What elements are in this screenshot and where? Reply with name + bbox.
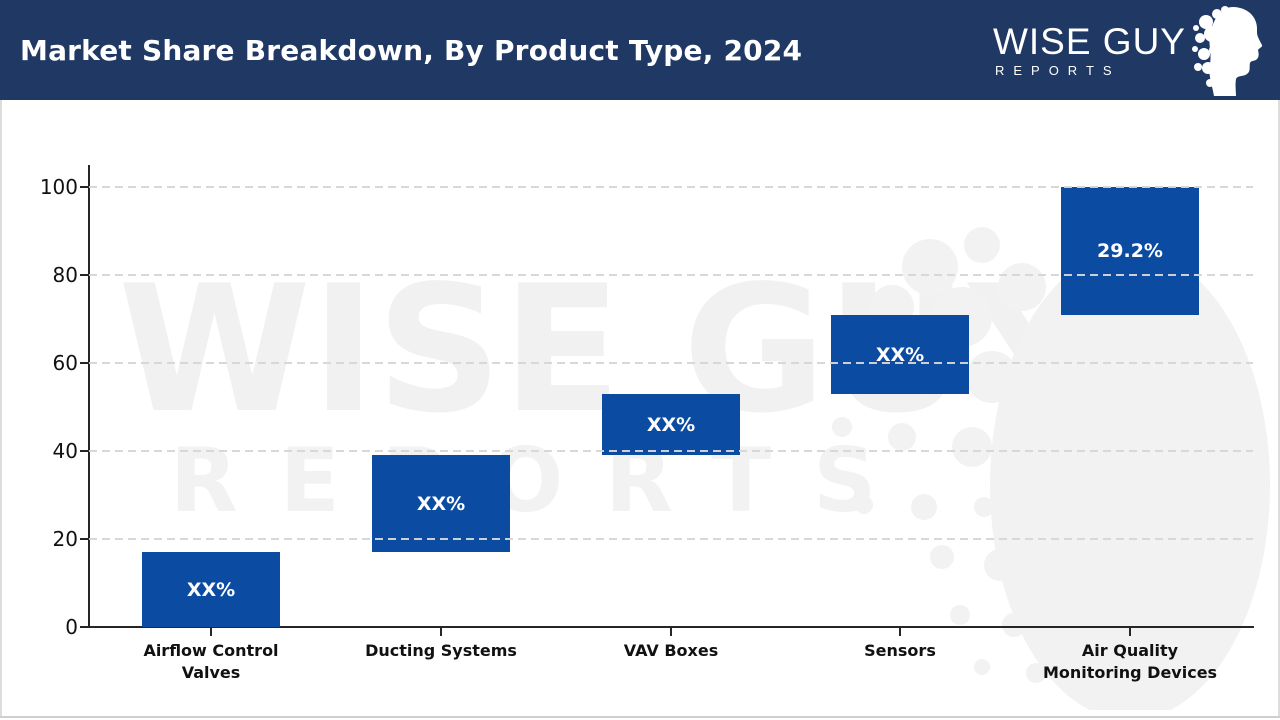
bar-5: 29.2% <box>1061 187 1199 316</box>
bar-4: XX% <box>831 315 969 394</box>
bar-value-label: XX% <box>875 343 925 366</box>
gridline-80 <box>89 274 1253 276</box>
gridline-20 <box>89 538 1253 540</box>
right-border <box>1278 100 1280 718</box>
x-tick-mark <box>899 628 901 636</box>
bar-value-label: XX% <box>186 578 236 601</box>
x-category-label: VAV Boxes <box>623 641 719 660</box>
gridline-60 <box>89 362 1253 364</box>
y-axis-line <box>88 165 90 628</box>
y-tick-label: 100 <box>39 175 78 199</box>
bar-1: XX% <box>142 552 280 627</box>
brand-head-icon <box>1192 6 1263 96</box>
x-tick-mark <box>1129 628 1131 636</box>
x-tick-mark <box>210 628 212 636</box>
bar-value-label: 29.2% <box>1097 240 1163 263</box>
bottom-divider <box>0 716 1280 718</box>
x-category-label: Ducting Systems <box>365 641 517 660</box>
y-tick-label: 40 <box>52 439 78 463</box>
y-tick-mark <box>80 186 88 188</box>
x-category-label: Sensors <box>864 641 936 660</box>
left-border <box>0 100 2 718</box>
y-tick-mark <box>80 274 88 276</box>
y-tick-mark <box>80 450 88 452</box>
y-tick-label: 20 <box>52 527 78 551</box>
bar-value-label: XX% <box>646 413 696 436</box>
x-tick-mark <box>440 628 442 636</box>
brand-name: WISE GUY <box>992 21 1186 62</box>
brand-logo: WISE GUY REPORTS <box>993 4 1266 96</box>
x-category-label: Airflow Control Valves <box>143 641 279 682</box>
y-tick-label: 0 <box>65 615 78 639</box>
y-tick-mark <box>80 362 88 364</box>
page-title: Market Share Breakdown, By Product Type,… <box>20 33 803 67</box>
gridline-40 <box>89 450 1253 452</box>
brand-subname: REPORTS <box>994 63 1121 78</box>
y-tick-label: 80 <box>52 263 78 287</box>
y-tick-label: 60 <box>52 351 78 375</box>
bar-value-label: XX% <box>416 492 466 515</box>
header-bar: Market Share Breakdown, By Product Type,… <box>0 0 1280 100</box>
x-tick-mark <box>670 628 672 636</box>
y-tick-mark <box>80 626 88 628</box>
y-tick-mark <box>80 538 88 540</box>
bar-3: XX% <box>602 393 740 456</box>
x-category-label: Air Quality Monitoring Devices <box>1042 641 1218 682</box>
gridline-100 <box>89 186 1253 188</box>
bar-2: XX% <box>372 455 510 553</box>
x-axis-line <box>88 626 1254 628</box>
